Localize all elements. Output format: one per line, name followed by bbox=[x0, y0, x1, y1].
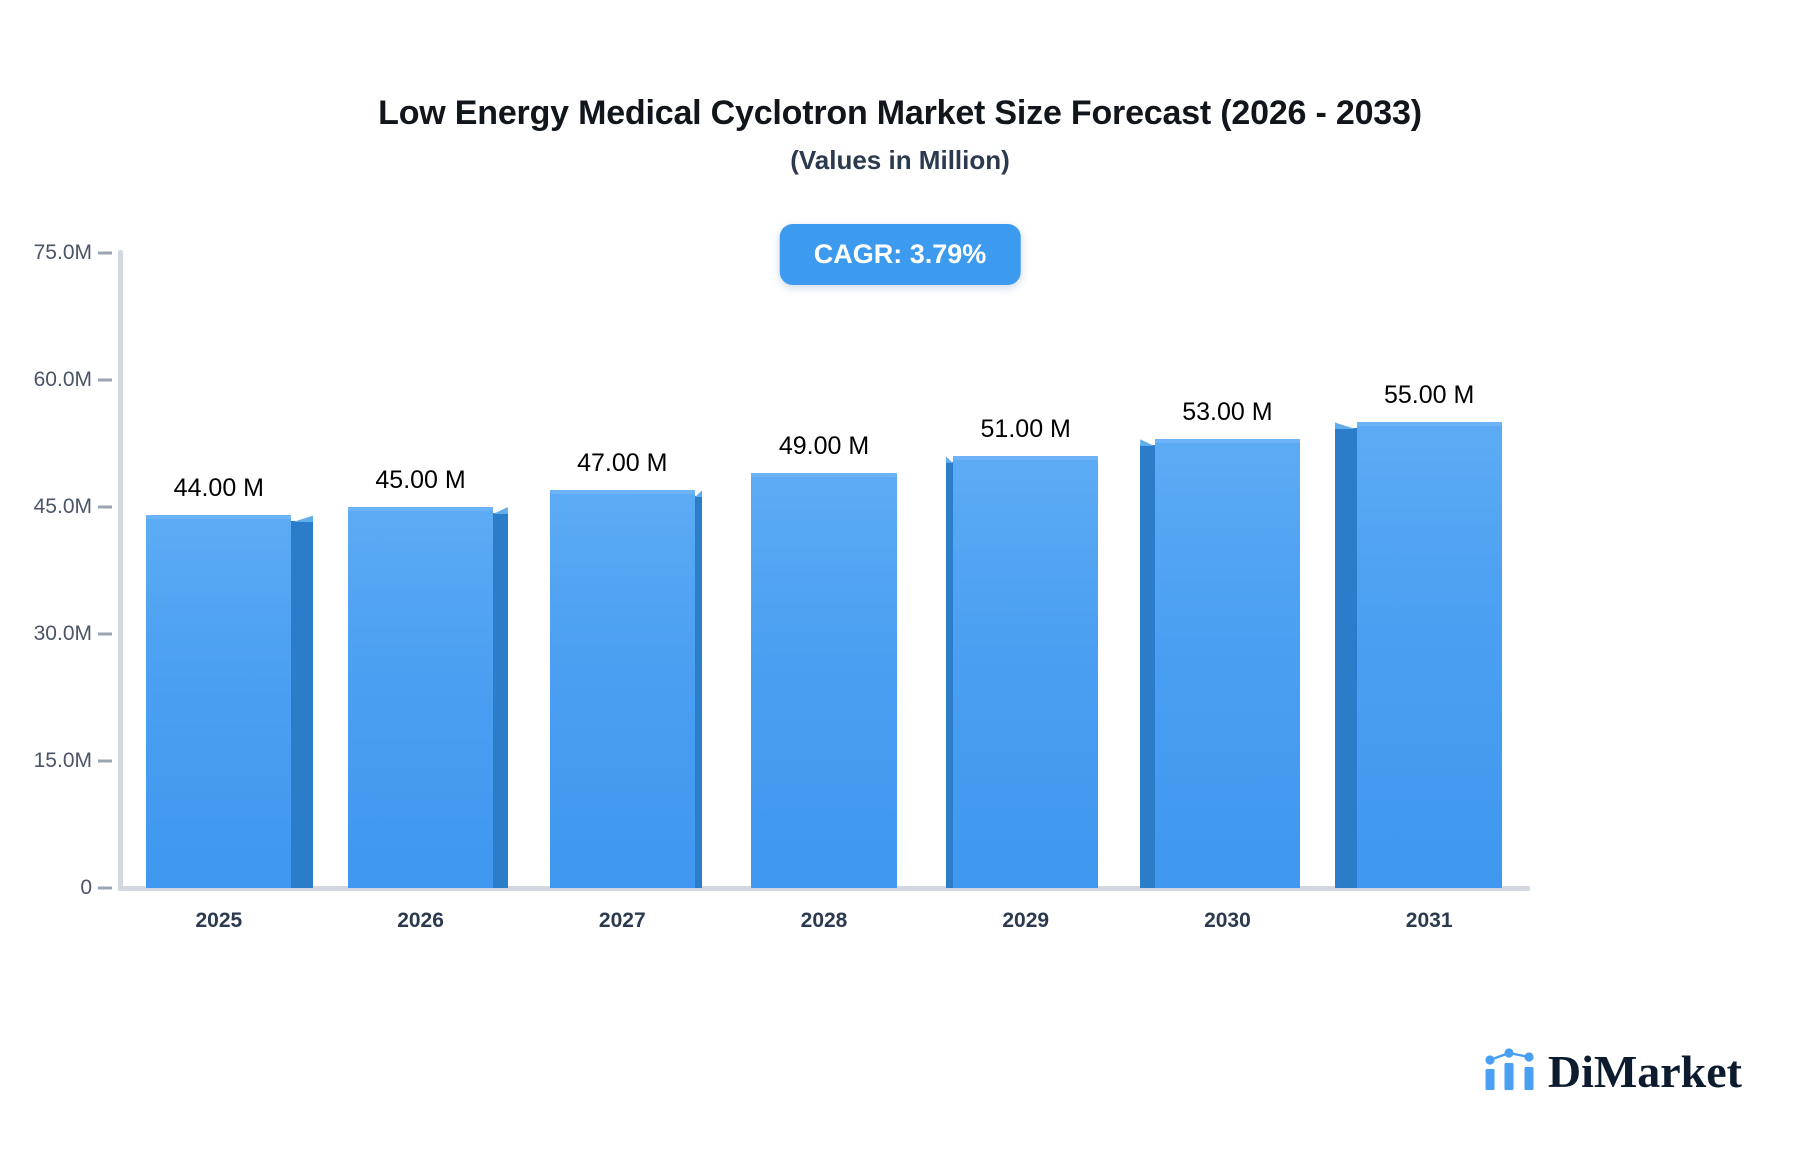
bar-value-label: 47.00 M bbox=[577, 449, 668, 478]
bar-top-highlight bbox=[1356, 422, 1502, 427]
bar-value-label: 44.00 M bbox=[173, 474, 265, 503]
x-axis-tick-label: 2026 bbox=[397, 909, 444, 932]
bar-side-face bbox=[291, 521, 314, 888]
y-axis-tick-mark bbox=[98, 886, 112, 890]
bar-front-face[interactable] bbox=[751, 473, 897, 888]
bar-value-label: 51.00 M bbox=[980, 415, 1071, 444]
x-axis-tick-label: 2025 bbox=[195, 909, 243, 932]
bar-front-face[interactable] bbox=[146, 515, 292, 888]
x-axis-tick-label: 2029 bbox=[1002, 909, 1050, 932]
y-axis-tick-mark bbox=[98, 632, 112, 636]
bar-top-face bbox=[694, 490, 703, 498]
x-axis-tick-label: 2028 bbox=[800, 909, 848, 932]
y-axis-tick-label: 0 bbox=[80, 876, 92, 899]
bar-top-face bbox=[1334, 422, 1357, 430]
brand-logo: DiMarket bbox=[1484, 1046, 1742, 1097]
bar-top-face bbox=[1140, 439, 1155, 447]
y-axis-tick-mark bbox=[98, 505, 112, 509]
brand-name: DiMarket bbox=[1547, 1045, 1742, 1097]
bar-side-face bbox=[945, 462, 954, 888]
bar-top-highlight bbox=[549, 490, 695, 495]
y-axis-tick-mark bbox=[98, 251, 112, 255]
chart-subtitle: (Values in Million) bbox=[790, 145, 1010, 175]
bar-front-face[interactable] bbox=[549, 490, 695, 888]
bar-side-face bbox=[1334, 428, 1357, 888]
bar-top-face bbox=[493, 507, 508, 514]
bar-top-face bbox=[291, 515, 314, 523]
bar-top-face bbox=[945, 456, 954, 464]
bar-side-face bbox=[1140, 445, 1155, 888]
bar-top-highlight bbox=[1154, 439, 1301, 444]
x-axis-line bbox=[118, 886, 1530, 891]
x-axis-tick-label: 2030 bbox=[1204, 909, 1251, 932]
bar-top-highlight bbox=[146, 515, 292, 520]
y-axis-tick-label: 15.0M bbox=[33, 749, 92, 772]
y-axis-line bbox=[118, 250, 123, 891]
y-axis-tick-mark bbox=[98, 759, 112, 763]
bar-front-face[interactable] bbox=[1154, 439, 1301, 888]
chart-title: Low Energy Medical Cyclotron Market Size… bbox=[378, 94, 1422, 132]
x-axis-tick-label: 2027 bbox=[598, 909, 646, 932]
y-axis-tick-label: 30.0M bbox=[33, 622, 92, 645]
bar-side-face bbox=[694, 496, 703, 888]
bar-top-highlight bbox=[347, 507, 494, 511]
bar-value-label: 55.00 M bbox=[1383, 381, 1475, 410]
bar-front-face[interactable] bbox=[347, 507, 494, 888]
bar-front-face[interactable] bbox=[953, 456, 1099, 888]
cagr-badge: CAGR: 3.79% bbox=[779, 224, 1021, 285]
y-axis-tick-mark bbox=[98, 378, 112, 382]
bar-front-face[interactable] bbox=[1356, 422, 1502, 888]
x-axis-tick-label: 2031 bbox=[1405, 909, 1453, 932]
y-axis-tick-label: 60.0M bbox=[33, 368, 92, 391]
bar-top-highlight bbox=[953, 456, 1099, 461]
bar-chart-icon bbox=[1484, 1046, 1536, 1097]
bar-value-label: 49.00 M bbox=[778, 432, 870, 461]
y-axis-tick-label: 45.0M bbox=[33, 495, 92, 518]
bar-top-highlight bbox=[751, 473, 897, 478]
bar-side-face bbox=[493, 513, 508, 888]
bar-value-label: 53.00 M bbox=[1182, 398, 1273, 427]
bar-value-label: 45.00 M bbox=[375, 466, 466, 494]
y-axis-tick-label: 75.0M bbox=[33, 241, 92, 264]
